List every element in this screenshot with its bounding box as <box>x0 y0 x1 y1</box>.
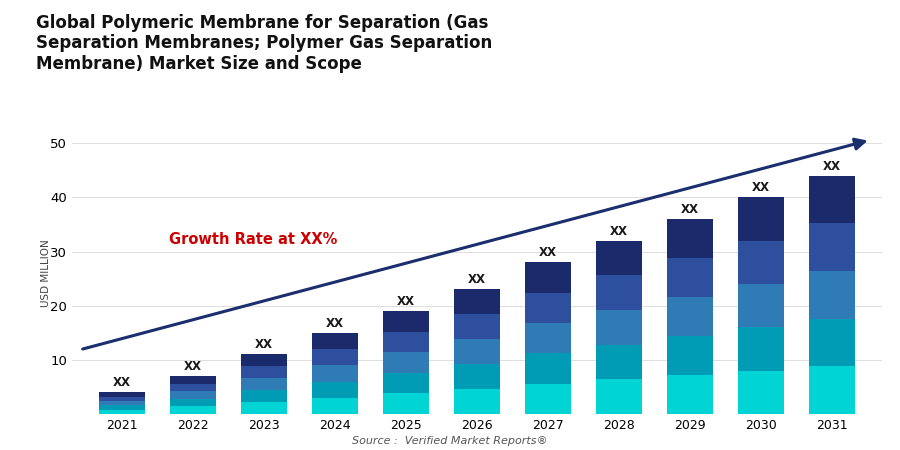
Bar <box>667 219 713 258</box>
Bar <box>99 401 145 405</box>
Bar <box>241 366 287 378</box>
Bar <box>311 398 358 414</box>
Text: XX: XX <box>255 338 273 351</box>
Bar <box>241 378 287 390</box>
Bar <box>596 241 643 275</box>
Bar <box>809 271 855 319</box>
Bar <box>311 365 358 382</box>
Bar <box>454 315 500 339</box>
Text: XX: XX <box>681 203 699 216</box>
Y-axis label: USD MILLION: USD MILLION <box>41 239 51 307</box>
Bar <box>809 223 855 271</box>
Text: XX: XX <box>184 360 202 373</box>
Text: Global Polymeric Membrane for Separation (Gas
Separation Membranes; Polymer Gas : Global Polymeric Membrane for Separation… <box>36 14 492 73</box>
Bar <box>596 345 643 379</box>
Bar <box>99 410 145 414</box>
Bar <box>454 364 500 389</box>
Text: XX: XX <box>824 160 842 172</box>
Bar <box>311 333 358 349</box>
Bar <box>99 405 145 410</box>
Bar <box>241 355 287 366</box>
Bar <box>596 379 643 414</box>
Bar <box>596 310 643 345</box>
Bar <box>311 349 358 365</box>
Bar <box>170 406 216 414</box>
Bar <box>99 397 145 401</box>
Bar <box>525 353 572 384</box>
Bar <box>170 376 216 384</box>
Text: XX: XX <box>112 376 130 389</box>
Text: Growth Rate at XX%: Growth Rate at XX% <box>169 232 338 247</box>
Text: XX: XX <box>752 181 770 194</box>
Bar <box>525 292 572 323</box>
Text: XX: XX <box>468 273 486 286</box>
Text: XX: XX <box>539 246 557 259</box>
Bar <box>667 375 713 414</box>
Bar <box>738 241 784 284</box>
Bar <box>809 366 855 414</box>
Bar <box>809 319 855 366</box>
Bar <box>738 371 784 414</box>
Bar <box>382 393 429 414</box>
Bar <box>667 336 713 375</box>
Bar <box>170 391 216 399</box>
Bar <box>170 384 216 391</box>
Bar <box>454 339 500 364</box>
Bar <box>382 373 429 393</box>
Text: Source :  Verified Market Reports®: Source : Verified Market Reports® <box>352 436 548 446</box>
Bar <box>241 390 287 402</box>
Bar <box>454 389 500 414</box>
Bar <box>382 352 429 373</box>
Bar <box>99 392 145 397</box>
Bar <box>525 384 572 414</box>
Text: XX: XX <box>610 225 628 238</box>
Bar <box>170 399 216 406</box>
Bar <box>667 297 713 336</box>
Bar <box>809 176 855 223</box>
Bar <box>525 323 572 353</box>
Bar <box>738 327 784 371</box>
Bar <box>241 402 287 414</box>
Text: XX: XX <box>326 316 344 329</box>
Bar <box>311 382 358 398</box>
Bar <box>454 289 500 315</box>
Bar <box>382 332 429 352</box>
Bar <box>596 275 643 310</box>
Bar <box>382 311 429 332</box>
Text: XX: XX <box>397 295 415 308</box>
Bar <box>738 198 784 241</box>
Bar <box>738 284 784 327</box>
Bar <box>525 262 572 292</box>
Bar <box>667 258 713 297</box>
